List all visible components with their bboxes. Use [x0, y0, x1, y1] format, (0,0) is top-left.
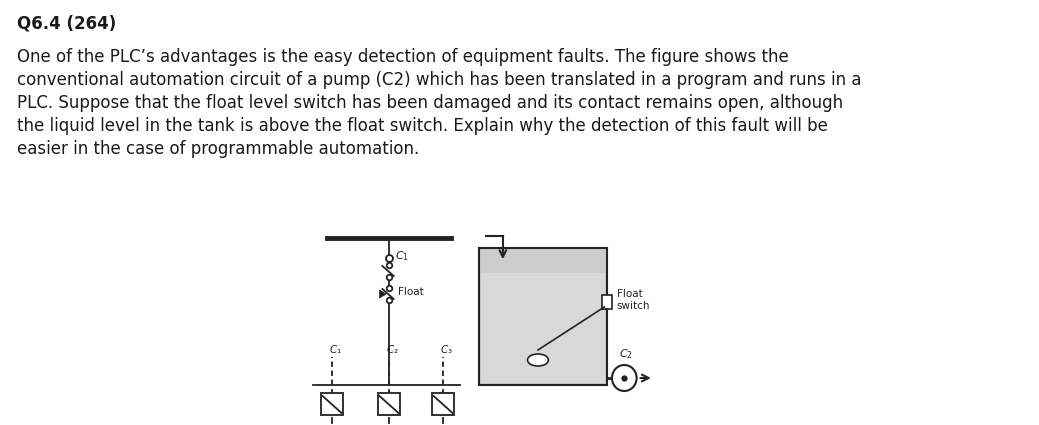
- Text: $C₂$: $C₂$: [387, 343, 399, 355]
- Text: $C₁$: $C₁$: [329, 343, 342, 355]
- Text: easier in the case of programmable automation.: easier in the case of programmable autom…: [17, 140, 420, 158]
- Text: Float
switch: Float switch: [617, 289, 650, 311]
- Bar: [321, 393, 344, 415]
- Polygon shape: [379, 290, 387, 298]
- Circle shape: [612, 365, 637, 391]
- Ellipse shape: [528, 354, 549, 366]
- Bar: [377, 393, 400, 415]
- Text: $C₃$: $C₃$: [441, 343, 453, 355]
- Text: the liquid level in the tank is above the float switch. Explain why the detectio: the liquid level in the tank is above th…: [17, 117, 828, 135]
- Text: Float: Float: [399, 287, 424, 297]
- Text: conventional automation circuit of a pump (C2) which has been translated in a pr: conventional automation circuit of a pum…: [17, 71, 861, 89]
- Text: One of the PLC’s advantages is the easy detection of equipment faults. The figur: One of the PLC’s advantages is the easy …: [17, 48, 789, 66]
- Bar: [431, 393, 454, 415]
- Bar: [481, 273, 606, 383]
- Bar: [479, 248, 607, 385]
- Text: $C_1$: $C_1$: [395, 249, 408, 263]
- Text: $C_2$: $C_2$: [618, 347, 633, 361]
- Bar: [603, 295, 612, 309]
- Text: Q6.4 (264): Q6.4 (264): [17, 14, 116, 32]
- Text: PLC. Suppose that the float level switch has been damaged and its contact remain: PLC. Suppose that the float level switch…: [17, 94, 844, 112]
